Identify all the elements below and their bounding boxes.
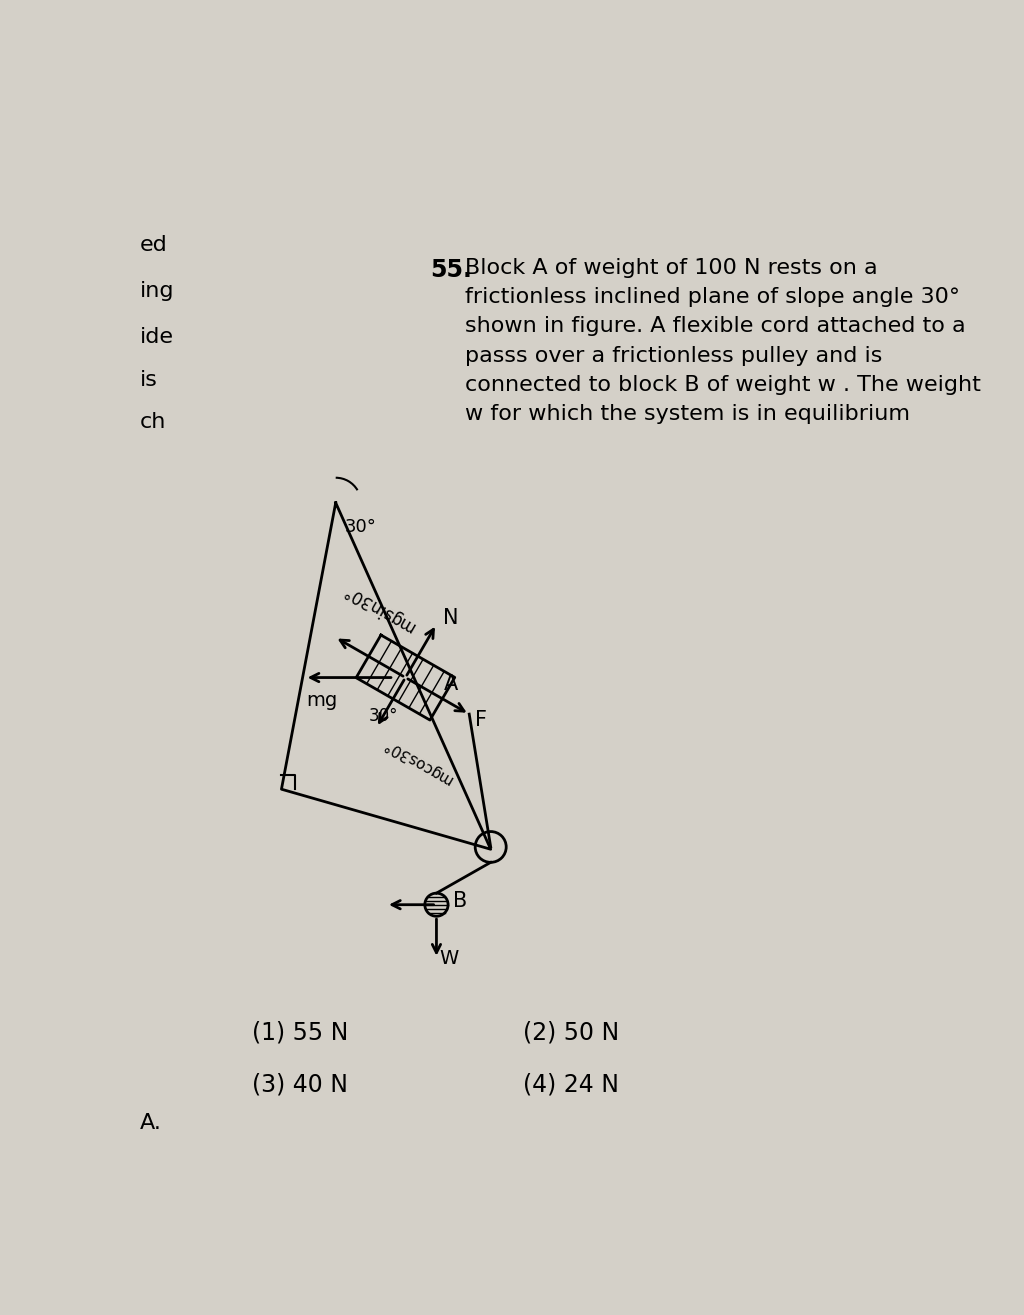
- Text: (1) 55 N: (1) 55 N: [252, 1020, 348, 1044]
- Text: (3) 40 N: (3) 40 N: [252, 1073, 348, 1097]
- Text: 30°: 30°: [369, 707, 398, 725]
- Text: ch: ch: [139, 412, 166, 431]
- Text: ed: ed: [139, 235, 167, 255]
- Text: A.: A.: [139, 1112, 162, 1132]
- Text: F: F: [475, 710, 487, 730]
- Text: A: A: [444, 673, 459, 694]
- Text: passs over a frictionless pulley and is: passs over a frictionless pulley and is: [465, 346, 883, 366]
- Text: frictionless inclined plane of slope angle 30°: frictionless inclined plane of slope ang…: [465, 287, 961, 308]
- Text: mg: mg: [306, 692, 338, 710]
- Text: w for which the system is in equilibrium: w for which the system is in equilibrium: [465, 404, 910, 425]
- Text: ing: ing: [139, 281, 174, 301]
- Text: W: W: [439, 949, 459, 968]
- Text: (4) 24 N: (4) 24 N: [523, 1073, 620, 1097]
- Text: shown in figure. A flexible cord attached to a: shown in figure. A flexible cord attache…: [465, 317, 966, 337]
- Text: connected to block B of weight w . The weight: connected to block B of weight w . The w…: [465, 375, 981, 394]
- Text: mgsin30°: mgsin30°: [339, 580, 417, 635]
- Text: 55.: 55.: [430, 258, 472, 281]
- Text: N: N: [442, 608, 458, 629]
- Text: mgcos30°: mgcos30°: [380, 735, 455, 788]
- Text: ide: ide: [139, 327, 174, 347]
- Text: Block A of weight of 100 N rests on a: Block A of weight of 100 N rests on a: [465, 258, 878, 277]
- Text: is: is: [139, 370, 158, 389]
- Text: (2) 50 N: (2) 50 N: [523, 1020, 620, 1044]
- Text: B: B: [453, 890, 467, 911]
- Text: 30°: 30°: [345, 518, 377, 537]
